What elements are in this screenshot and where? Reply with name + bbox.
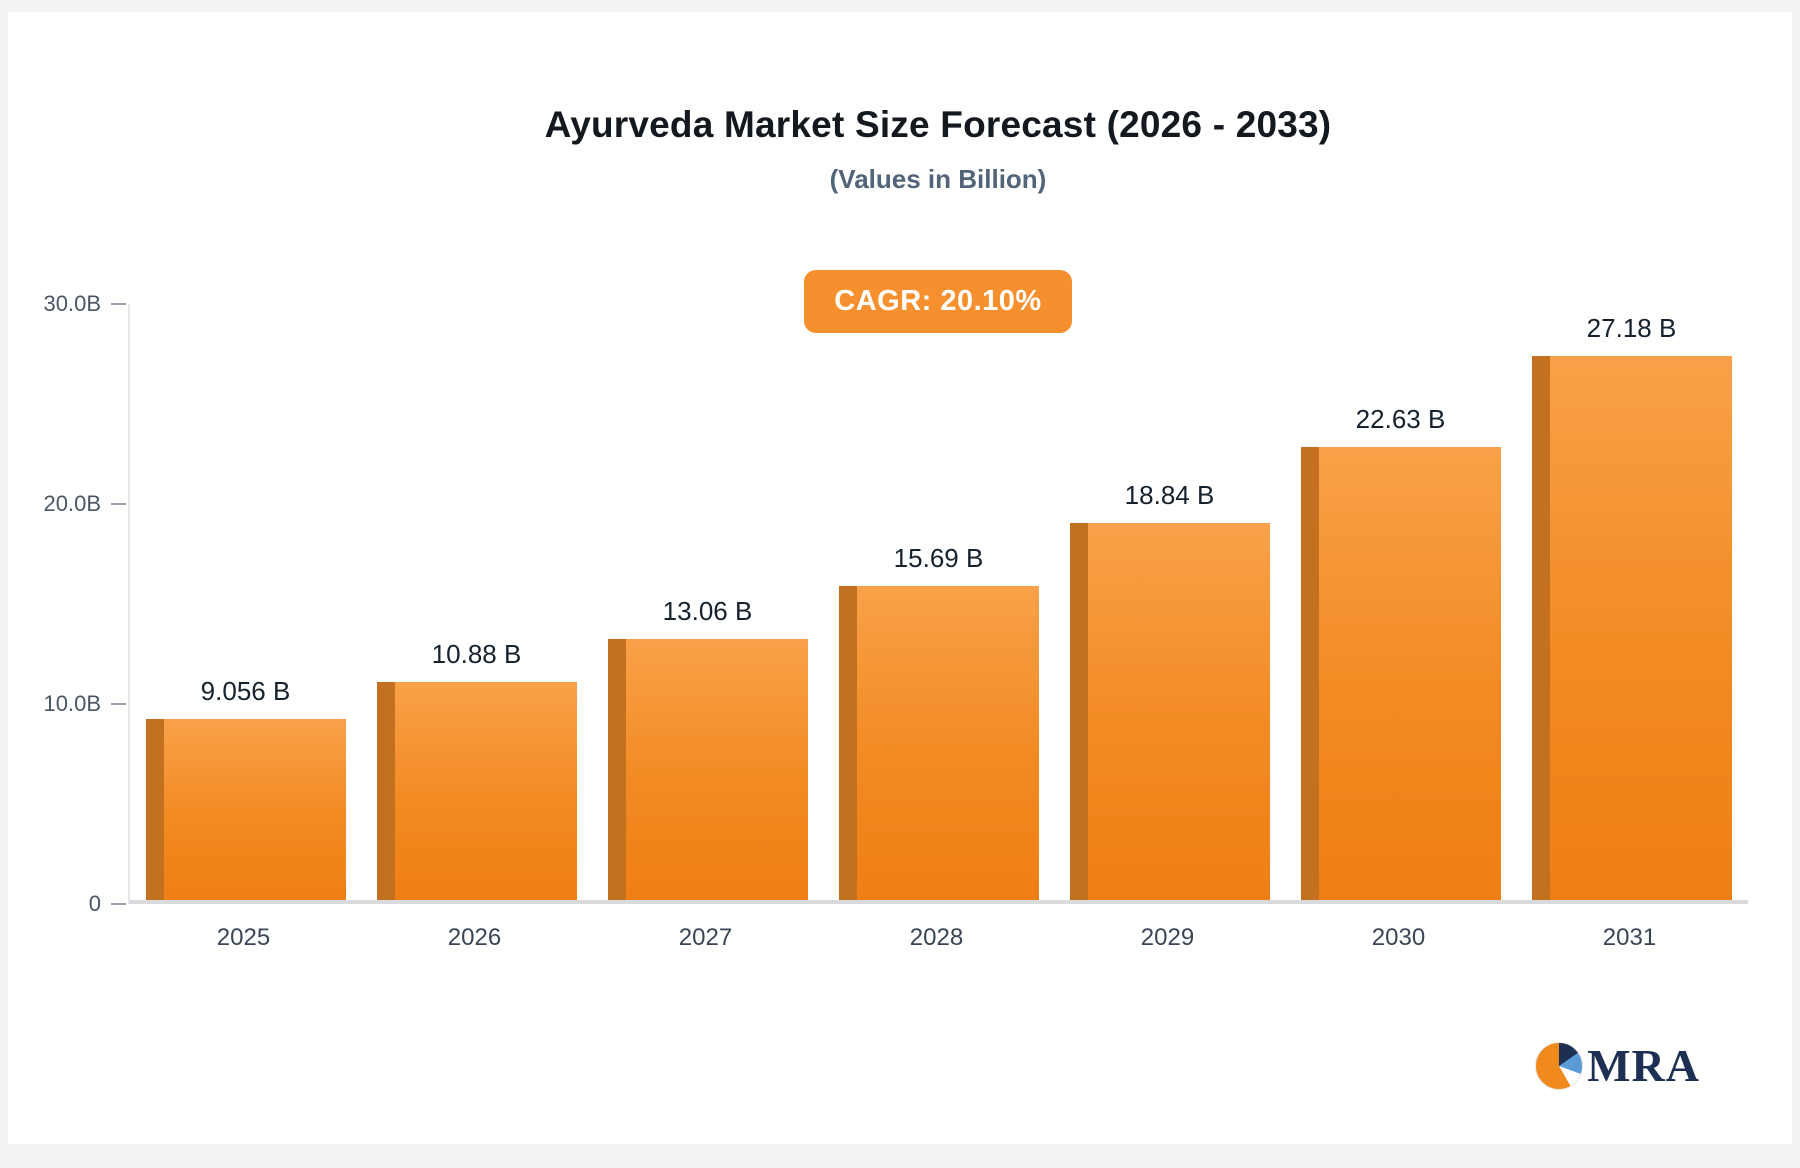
y-axis-tick-row: 0 — [89, 891, 126, 917]
cagr-badge: CAGR: 20.10% — [804, 270, 1072, 333]
pie-logo-icon — [1535, 1041, 1584, 1090]
y-axis-tick-mark — [111, 703, 126, 705]
bar — [607, 639, 808, 900]
bar-front-face — [163, 719, 346, 900]
x-axis-label: 2028 — [909, 924, 964, 951]
y-axis-label: 0 — [88, 891, 101, 916]
bar-side-face — [376, 682, 395, 900]
x-axis-label: 2027 — [678, 924, 733, 951]
bar-value-label: 15.69 B — [893, 543, 984, 573]
bar-value-label: 9.056 B — [200, 676, 291, 706]
bar-side-face — [1531, 356, 1550, 900]
bar — [145, 719, 346, 900]
bar-side-face — [1069, 523, 1088, 900]
bar-side-face — [607, 639, 626, 900]
x-axis-label: 2030 — [1371, 924, 1426, 951]
bar-group: 10.88 B — [361, 639, 592, 900]
bar-front-face — [1318, 447, 1501, 900]
y-axis-tick-mark — [111, 303, 126, 305]
bar-value-label: 13.06 B — [662, 596, 753, 626]
bar-group: 15.69 B — [823, 543, 1054, 900]
brand-logo-text: MRA — [1587, 1040, 1700, 1091]
bar-front-face — [394, 682, 577, 900]
bar-value-label: 27.18 B — [1586, 313, 1677, 343]
y-axis-label: 20.0B — [43, 491, 102, 516]
bar-value-label: 18.84 B — [1124, 480, 1215, 510]
bar-side-face — [145, 719, 164, 900]
x-axis: 2025 2026 2027 2028 2029 2030 2031 — [128, 924, 1748, 952]
y-axis-label: 30.0B — [43, 291, 102, 316]
brand-logo: MRA — [1535, 1039, 1700, 1092]
bar-group: 22.63 B — [1285, 404, 1516, 900]
bar-front-face — [1549, 356, 1732, 900]
bar-front-face — [856, 586, 1039, 900]
plot-area: 9.056 B 10.88 B 13.06 B 15.69 B 18.84 B 22.63… — [128, 304, 1748, 952]
chart-header: Ayurveda Market Size Forecast (2026 - 20… — [128, 12, 1748, 195]
y-axis-tick-mark — [111, 503, 126, 505]
bar — [376, 682, 577, 900]
bar-front-face — [1087, 523, 1270, 900]
x-axis-label: 2031 — [1602, 924, 1657, 951]
bar-value-label: 22.63 B — [1355, 404, 1446, 434]
bar-front-face — [625, 639, 808, 900]
y-axis-tick-row: 30.0B — [43, 291, 126, 317]
x-axis-label: 2025 — [216, 924, 271, 951]
bar — [1300, 447, 1501, 900]
x-axis-label: 2029 — [1140, 924, 1195, 951]
bar-side-face — [838, 586, 857, 900]
y-axis-tick-mark — [111, 903, 126, 905]
bar — [1531, 356, 1732, 900]
y-axis-tick-row: 20.0B — [43, 491, 126, 517]
bar-value-label: 10.88 B — [431, 639, 522, 669]
chart-card: Ayurveda Market Size Forecast (2026 - 20… — [8, 12, 1792, 1144]
y-axis-tick-row: 10.0B — [43, 691, 126, 717]
bar-group: 18.84 B — [1054, 480, 1285, 900]
bars-container: 9.056 B 10.88 B 13.06 B 15.69 B 18.84 B 22.63… — [128, 304, 1748, 904]
y-axis: 30.0B 20.0B 10.0B 0 — [8, 291, 126, 916]
chart-subtitle: (Values in Billion) — [829, 164, 1047, 194]
cagr-badge-row: CAGR: 20.10% — [128, 270, 1748, 333]
bar-side-face — [1300, 447, 1319, 900]
bar-group: 9.056 B — [130, 676, 361, 900]
bar-group: 27.18 B — [1516, 313, 1747, 900]
y-axis-label: 10.0B — [43, 691, 102, 716]
bar-chart: 30.0B 20.0B 10.0B 0 9.056 B 10.88 B 13.06 B 15… — [8, 291, 1792, 952]
bar — [838, 586, 1039, 900]
bar — [1069, 523, 1270, 900]
chart-title: Ayurveda Market Size Forecast (2026 - 20… — [544, 104, 1332, 145]
bar-group: 13.06 B — [592, 596, 823, 900]
x-axis-label: 2026 — [447, 924, 502, 951]
